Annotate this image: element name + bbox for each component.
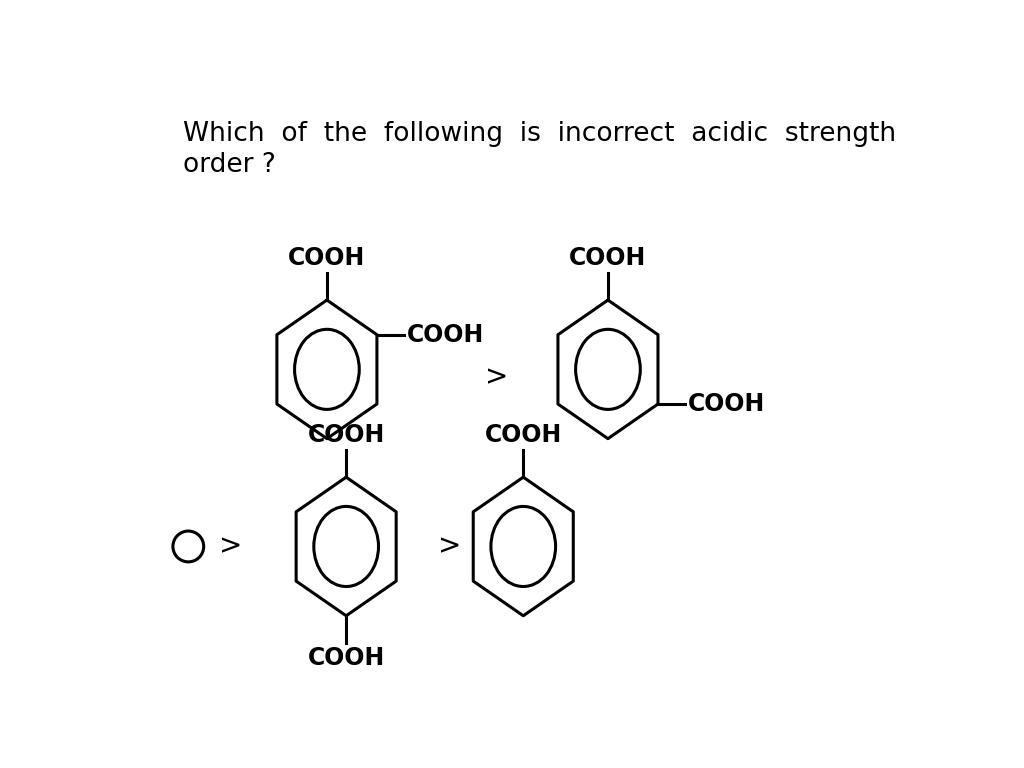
Text: Which  of  the  following  is  incorrect  acidic  strength: Which of the following is incorrect acid… xyxy=(183,121,896,147)
Text: COOH: COOH xyxy=(407,323,484,346)
Text: COOH: COOH xyxy=(688,392,765,416)
Text: >: > xyxy=(438,532,462,561)
Text: order ?: order ? xyxy=(183,152,275,178)
Text: COOH: COOH xyxy=(569,246,646,270)
Text: COOH: COOH xyxy=(289,246,366,270)
Text: >: > xyxy=(219,532,243,561)
Text: >: > xyxy=(484,363,508,391)
Text: COOH: COOH xyxy=(307,646,385,670)
Text: COOH: COOH xyxy=(484,423,562,447)
Text: COOH: COOH xyxy=(307,423,385,447)
